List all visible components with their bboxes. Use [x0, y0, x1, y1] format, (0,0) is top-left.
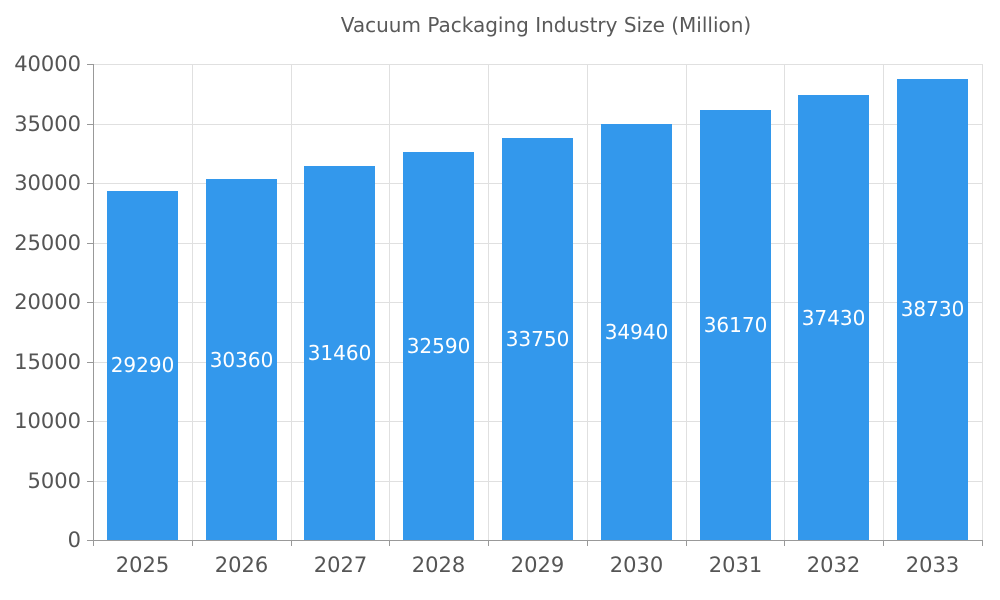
bar: 36170	[700, 110, 771, 540]
x-axis-tick-mark	[192, 540, 193, 546]
bar-value-label: 29290	[110, 353, 175, 377]
y-axis-tick-label: 0	[67, 528, 81, 552]
y-axis-tick-label: 5000	[27, 469, 81, 493]
x-axis-tick-label: 2031	[708, 553, 763, 577]
x-axis-tick-label: 2030	[609, 553, 664, 577]
x-axis-tick-mark	[389, 540, 390, 546]
gridline-vertical	[488, 64, 489, 540]
gridline-vertical	[192, 64, 193, 540]
bar-value-label: 34940	[604, 320, 669, 344]
gridline-horizontal	[93, 124, 982, 125]
bar: 29290	[107, 191, 178, 540]
gridline-vertical	[686, 64, 687, 540]
y-axis-tick-label: 40000	[14, 52, 81, 76]
y-axis-tick-mark	[87, 421, 93, 422]
legend-swatch-icon	[249, 14, 329, 36]
y-axis-tick-mark	[87, 64, 93, 65]
bar: 33750	[502, 138, 573, 540]
x-axis-tick-mark	[982, 540, 983, 546]
x-axis-tick-mark	[883, 540, 884, 546]
gridline-vertical	[982, 64, 983, 540]
legend[interactable]: Vacuum Packaging Industry Size (Million)	[0, 14, 1000, 36]
bar: 32590	[403, 152, 474, 540]
y-axis-tick-mark	[87, 302, 93, 303]
x-axis-line	[93, 540, 982, 541]
x-axis-tick-label: 2025	[115, 553, 170, 577]
x-axis-tick-label: 2032	[806, 553, 861, 577]
y-axis-tick-mark	[87, 243, 93, 244]
x-axis-tick-mark	[784, 540, 785, 546]
bar-value-label: 32590	[406, 334, 471, 358]
y-axis-line	[93, 64, 94, 541]
legend-label: Vacuum Packaging Industry Size (Million)	[340, 13, 752, 37]
x-axis-tick-mark	[93, 540, 94, 546]
x-axis-tick-mark	[488, 540, 489, 546]
bar-value-label: 33750	[505, 327, 570, 351]
y-axis-tick-label: 20000	[14, 290, 81, 314]
bar-value-label: 30360	[209, 348, 274, 372]
bar: 30360	[206, 179, 277, 540]
y-axis-tick-mark	[87, 362, 93, 363]
gridline-vertical	[784, 64, 785, 540]
x-axis-tick-mark	[587, 540, 588, 546]
x-axis-tick-label: 2033	[905, 553, 960, 577]
bar: 37430	[798, 95, 869, 540]
x-axis-tick-mark	[291, 540, 292, 546]
y-axis-tick-mark	[87, 540, 93, 541]
gridline-vertical	[587, 64, 588, 540]
y-axis-tick-label: 15000	[14, 350, 81, 374]
y-axis-tick-mark	[87, 183, 93, 184]
gridline-vertical	[883, 64, 884, 540]
y-axis-tick-label: 30000	[14, 171, 81, 195]
y-axis-tick-mark	[87, 481, 93, 482]
y-axis-tick-label: 35000	[14, 112, 81, 136]
gridline-vertical	[291, 64, 292, 540]
y-axis-tick-mark	[87, 124, 93, 125]
y-axis-tick-label: 25000	[14, 231, 81, 255]
bar-value-label: 37430	[801, 306, 866, 330]
gridline-vertical	[389, 64, 390, 540]
y-axis-tick-label: 10000	[14, 409, 81, 433]
x-axis-tick-label: 2027	[313, 553, 368, 577]
bar: 31460	[304, 166, 375, 540]
x-axis-tick-label: 2026	[214, 553, 269, 577]
x-axis-tick-label: 2029	[510, 553, 565, 577]
bar-value-label: 36170	[703, 313, 768, 337]
bar: 38730	[897, 79, 968, 540]
bar-value-label: 31460	[307, 341, 372, 365]
x-axis-tick-mark	[686, 540, 687, 546]
bar: 34940	[601, 124, 672, 540]
x-axis-tick-label: 2028	[411, 553, 466, 577]
gridline-horizontal	[93, 64, 982, 65]
bar-value-label: 38730	[900, 297, 965, 321]
